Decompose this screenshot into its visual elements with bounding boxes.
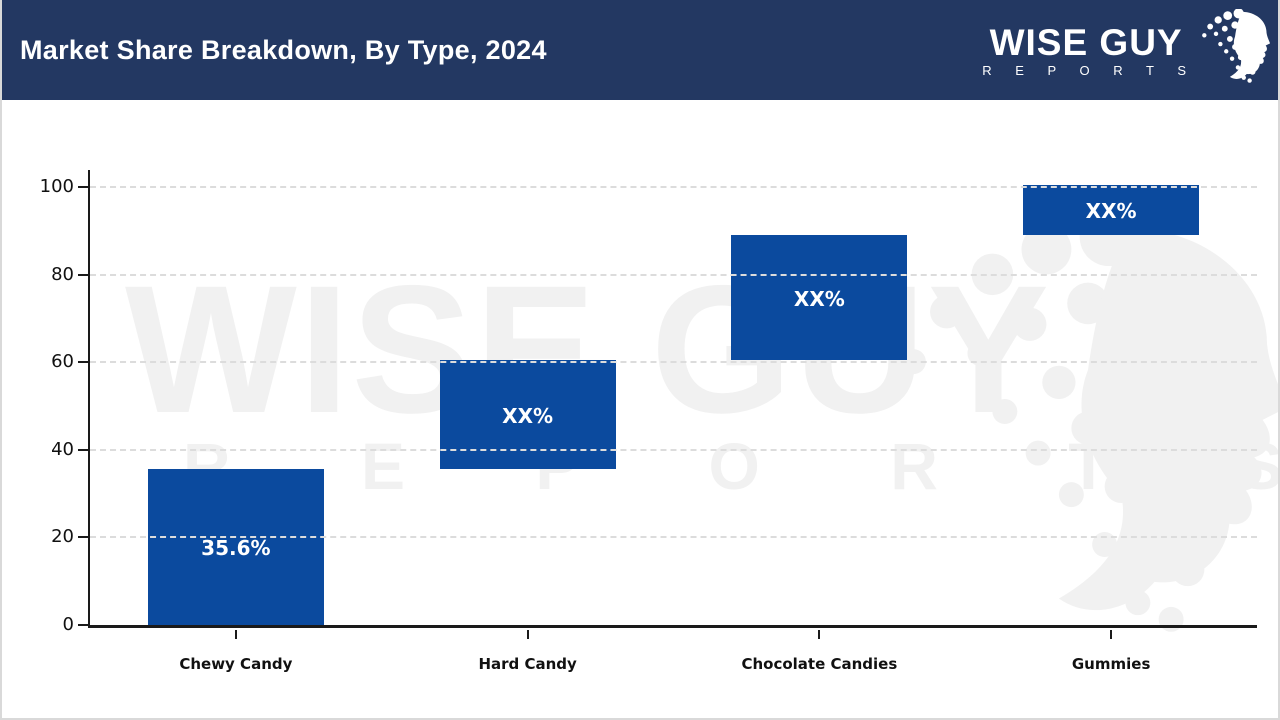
x-category-label: Hard Candy xyxy=(478,655,577,673)
y-tick-mark xyxy=(78,624,88,626)
bar xyxy=(439,360,616,470)
y-tick-label: 60 xyxy=(51,351,74,373)
y-tick-mark xyxy=(78,361,88,364)
x-tick-mark xyxy=(1110,630,1113,639)
y-tick-mark xyxy=(78,186,88,188)
y-tick-mark xyxy=(78,448,88,451)
y-tick-mark xyxy=(78,273,88,276)
y-gridline xyxy=(90,361,1257,364)
bar xyxy=(147,469,324,625)
bar xyxy=(731,235,908,361)
y-tick-label: 40 xyxy=(51,438,74,460)
chart-title: Market Share Breakdown, By Type, 2024 xyxy=(20,34,547,65)
y-tick-mark xyxy=(78,536,88,539)
x-category-label: Chocolate Candies xyxy=(741,655,898,673)
y-tick-label: 100 xyxy=(39,176,74,197)
y-tick-label: 80 xyxy=(51,263,74,285)
x-tick-mark xyxy=(818,630,821,639)
y-gridline xyxy=(90,536,1257,539)
plot-area: 0 20 40 60 80 100 35.6% Chewy Candy XX% Hard Cand… xyxy=(40,170,1257,673)
logo-wordmark: WISE GUY xyxy=(989,22,1183,63)
y-gridline xyxy=(90,273,1257,276)
bar xyxy=(1023,185,1200,236)
x-tick-mark xyxy=(234,630,237,639)
x-category-label: Chewy Candy xyxy=(179,655,293,673)
logo-text: WISE GUY R E P O R T S xyxy=(976,24,1196,78)
header-bar: Market Share Breakdown, By Type, 2024 WI… xyxy=(0,0,1280,100)
x-tick-mark xyxy=(526,630,529,639)
logo-subtext: R E P O R T S xyxy=(982,63,1196,78)
y-gridline xyxy=(90,186,1257,188)
y-gridline xyxy=(90,448,1257,451)
logo-face-icon xyxy=(1202,9,1271,83)
x-category-label: Gummies xyxy=(1071,655,1151,673)
y-tick-label: 0 xyxy=(62,614,74,635)
wise-guy-logo: WISE GUY R E P O R T S xyxy=(976,6,1272,96)
y-tick-label: 20 xyxy=(51,526,74,548)
